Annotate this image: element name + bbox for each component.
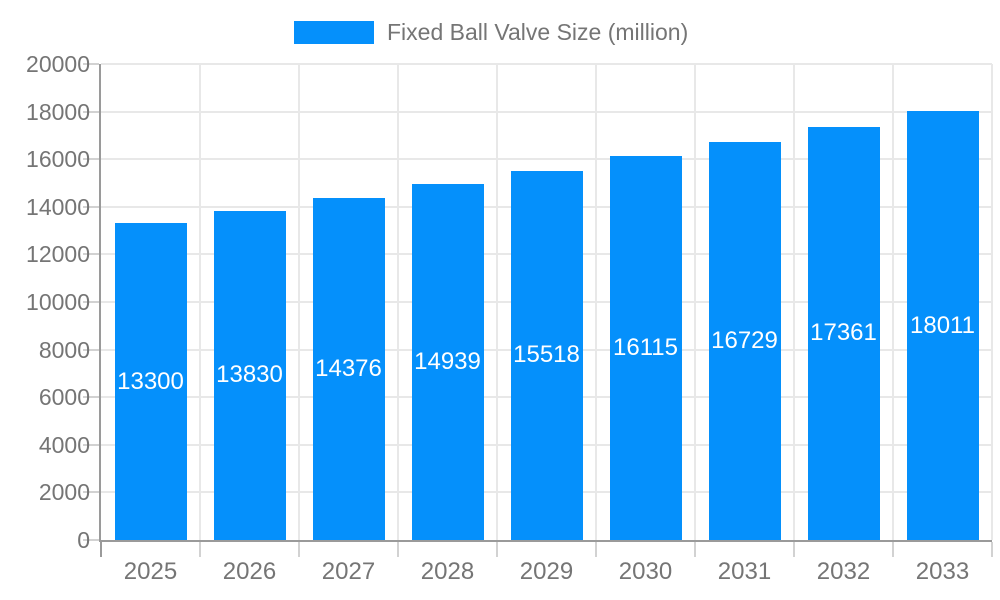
y-axis-tick-label: 12000 <box>26 241 90 268</box>
y-axis-tick <box>83 348 99 351</box>
x-axis-tick-label: 2029 <box>519 558 574 585</box>
bar-value-label: 14939 <box>414 348 481 376</box>
horizontal-gridline <box>101 110 992 113</box>
x-axis-tick <box>991 542 993 557</box>
legend-swatch <box>294 20 374 44</box>
x-axis-tick-label: 2030 <box>618 558 673 585</box>
y-axis-tick <box>83 539 99 541</box>
x-axis-tick-label: 2032 <box>816 558 871 585</box>
bar-2030[interactable]: 16115 <box>609 156 682 540</box>
x-axis-tick <box>298 542 300 557</box>
x-axis-tick <box>595 542 597 557</box>
vertical-gridline <box>199 64 201 540</box>
y-axis-tick-label: 16000 <box>26 146 90 173</box>
bar-value-label: 13830 <box>216 361 283 389</box>
legend-item[interactable]: Fixed Ball Valve Size (million) <box>294 18 688 46</box>
bar-2028[interactable]: 14939 <box>411 184 484 540</box>
x-axis-tick-label: 2031 <box>717 558 772 585</box>
legend-label: Fixed Ball Valve Size (million) <box>387 18 689 45</box>
bar-value-label: 18011 <box>910 311 975 339</box>
bar-value-label: 14376 <box>315 354 382 382</box>
x-axis-tick-label: 2026 <box>222 558 277 585</box>
x-axis-tick-label: 2027 <box>321 558 376 585</box>
x-axis-tick <box>397 542 399 557</box>
horizontal-gridline <box>101 158 992 161</box>
x-axis-tick-label: 2025 <box>123 558 178 585</box>
x-axis-tick <box>892 542 894 557</box>
bar-2033[interactable]: 18011 <box>906 111 979 540</box>
vertical-gridline <box>793 64 795 540</box>
y-axis-tick-label: 2000 <box>38 479 90 506</box>
x-axis-tick-label: 2028 <box>420 558 475 585</box>
y-axis-tick <box>83 301 99 303</box>
vertical-gridline <box>595 64 597 540</box>
vertical-gridline <box>496 64 498 540</box>
horizontal-gridline <box>101 63 992 65</box>
y-axis-tick-label: 4000 <box>38 431 90 458</box>
plot-area: 13300 13830 14376 14939 15518 16115 16729 17361… <box>99 63 993 542</box>
x-axis-tick-label: 2033 <box>915 558 970 585</box>
bar-2026[interactable]: 13830 <box>213 210 286 540</box>
y-axis-tick-label: 14000 <box>26 193 90 220</box>
y-axis-tick-label: 8000 <box>38 336 90 363</box>
y-axis-tick-label: 0 <box>77 527 90 553</box>
bar-value-label: 13300 <box>117 367 184 395</box>
bar-2025[interactable]: 13300 <box>114 223 187 540</box>
y-axis-tick <box>83 443 99 446</box>
vertical-gridline <box>298 64 300 540</box>
x-axis-tick <box>694 542 696 557</box>
bar-value-label: 15518 <box>513 341 580 369</box>
y-axis-tick <box>83 396 99 399</box>
bar-2027[interactable]: 14376 <box>312 197 385 540</box>
bar-2032[interactable]: 17361 <box>807 126 880 540</box>
y-axis-tick <box>83 110 99 113</box>
y-axis-tick <box>83 253 99 256</box>
bar-2031[interactable]: 16729 <box>708 141 781 540</box>
vertical-gridline <box>694 64 696 540</box>
y-axis-tick-label: 10000 <box>26 289 90 315</box>
vertical-gridline <box>991 64 993 540</box>
y-axis-tick-label: 18000 <box>26 98 90 125</box>
bar-value-label: 16729 <box>711 326 778 354</box>
x-axis-tick <box>793 542 795 557</box>
y-axis-tick <box>83 63 99 65</box>
vertical-gridline <box>892 64 894 540</box>
y-axis-tick <box>83 205 99 208</box>
y-axis-tick <box>83 158 99 161</box>
x-axis-tick <box>199 542 201 557</box>
x-axis-tick <box>100 542 102 557</box>
x-axis-tick <box>496 542 498 557</box>
y-axis-tick <box>83 491 99 494</box>
bar-2029[interactable]: 15518 <box>510 170 583 540</box>
y-axis-tick-label: 20000 <box>26 51 90 77</box>
y-axis-tick-label: 6000 <box>38 384 90 411</box>
bar-value-label: 17361 <box>810 319 877 347</box>
bar-value-label: 16115 <box>613 334 678 362</box>
vertical-gridline <box>397 64 399 540</box>
